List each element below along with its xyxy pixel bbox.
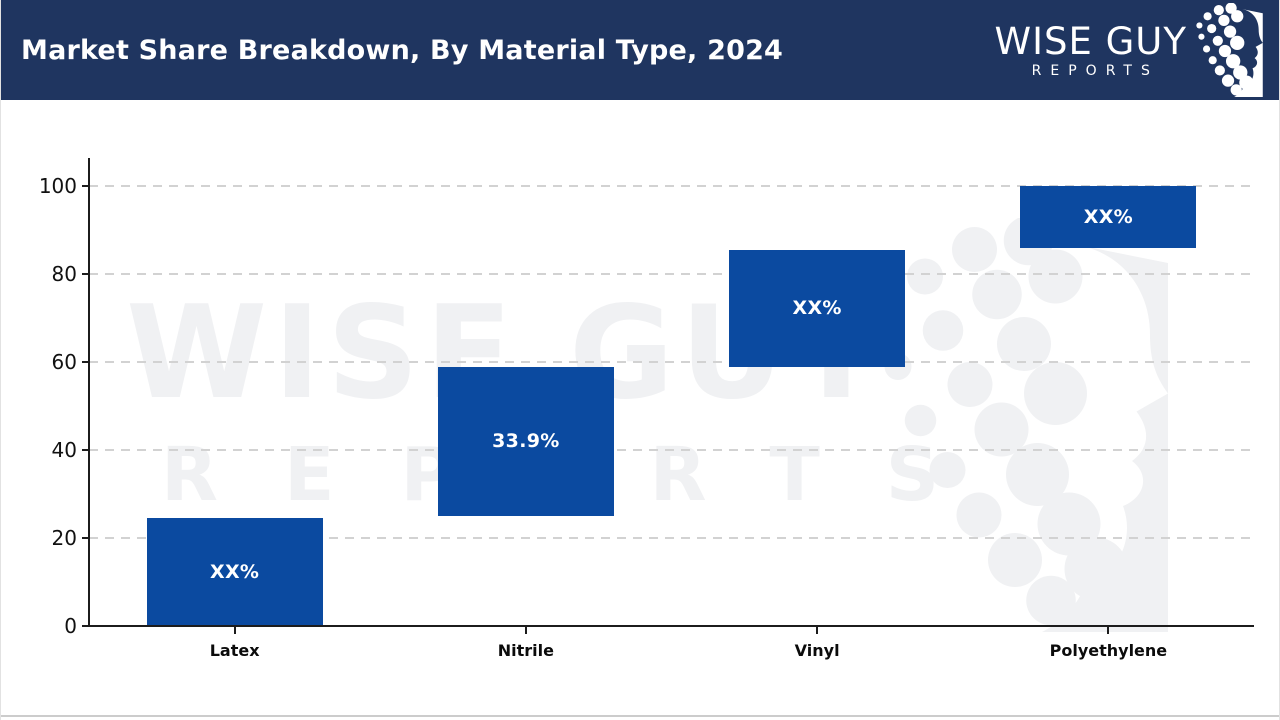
logo-head-icon	[1196, 3, 1263, 97]
logo-wordmark-sub: REPORTS	[1031, 62, 1159, 79]
logo-wordmark-main: WISE GUY	[994, 19, 1187, 63]
bar-latex: XX%	[146, 518, 323, 626]
bar-polyethylene: XX%	[1020, 186, 1197, 249]
y-tick-label-100: 100	[38, 174, 77, 198]
x-tick-mark-vinyl	[816, 627, 819, 634]
bar-vinyl: XX%	[729, 249, 906, 367]
y-tick-label-60: 60	[51, 350, 77, 374]
y-axis-line	[88, 158, 90, 626]
x-tick-mark-polyethylene	[1107, 627, 1110, 634]
y-tick-label-40: 40	[51, 438, 77, 462]
bar-label-vinyl: XX%	[792, 297, 842, 320]
brand-logo: WISE GUY REPORTS	[995, 3, 1265, 97]
gridline-20	[89, 537, 1254, 539]
chart-title: Market Share Breakdown, By Material Type…	[21, 34, 784, 66]
y-tick-label-80: 80	[51, 262, 77, 286]
x-tick-label-polyethylene: Polyethylene	[1049, 641, 1168, 660]
gridline-100	[89, 185, 1254, 187]
x-tick-mark-latex	[233, 627, 236, 634]
header-bar: Market Share Breakdown, By Material Type…	[1, 0, 1279, 100]
x-tick-label-vinyl: Vinyl	[794, 641, 840, 660]
y-tick-mark-80	[82, 273, 89, 275]
y-tick-label-0: 0	[64, 614, 77, 638]
y-tick-mark-0	[82, 625, 89, 627]
gridline-80	[89, 273, 1254, 275]
y-tick-mark-60	[82, 361, 89, 363]
x-axis-line	[88, 625, 1254, 627]
bar-nitrile: 33.9%	[437, 366, 614, 516]
x-tick-label-nitrile: Nitrile	[497, 641, 554, 660]
y-tick-mark-20	[82, 537, 89, 539]
x-tick-label-latex: Latex	[209, 641, 260, 660]
bar-label-polyethylene: XX%	[1083, 206, 1133, 229]
bottom-divider	[1, 715, 1279, 717]
y-tick-mark-100	[82, 185, 89, 187]
gridline-40	[89, 449, 1254, 451]
y-tick-mark-40	[82, 449, 89, 451]
x-tick-mark-nitrile	[524, 627, 527, 634]
y-tick-label-20: 20	[51, 526, 77, 550]
gridline-60	[89, 361, 1254, 363]
logo-wordmark: WISE GUY REPORTS	[995, 23, 1187, 78]
bar-label-nitrile: 33.9%	[492, 430, 560, 453]
bar-label-latex: XX%	[210, 561, 260, 584]
